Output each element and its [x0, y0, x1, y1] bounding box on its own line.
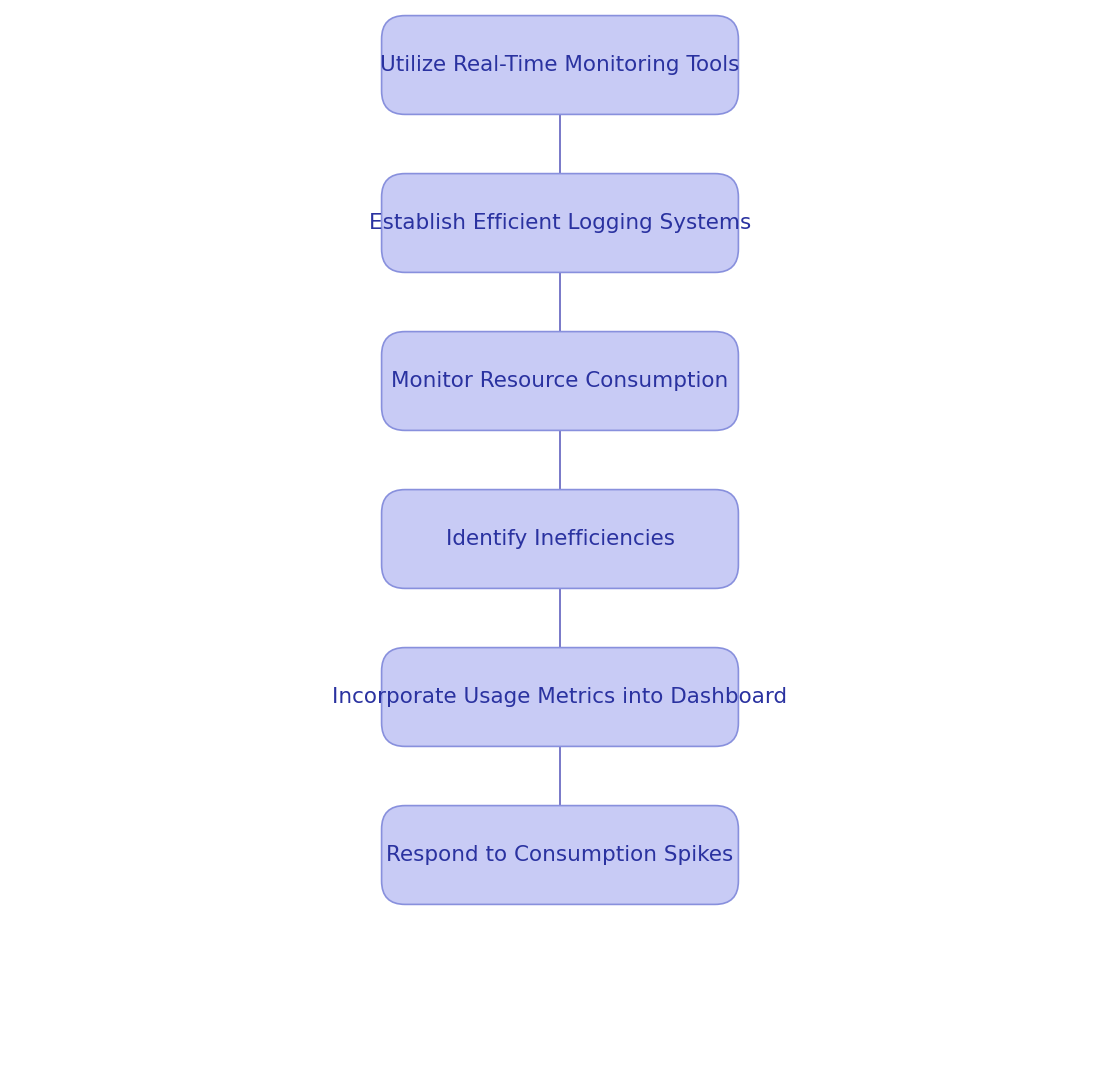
- Text: Identify Inefficiencies: Identify Inefficiencies: [446, 529, 674, 549]
- Text: Monitor Resource Consumption: Monitor Resource Consumption: [391, 371, 729, 391]
- FancyBboxPatch shape: [382, 173, 738, 273]
- FancyBboxPatch shape: [382, 15, 738, 115]
- Text: Respond to Consumption Spikes: Respond to Consumption Spikes: [386, 845, 734, 865]
- Text: Establish Efficient Logging Systems: Establish Efficient Logging Systems: [368, 213, 752, 233]
- FancyBboxPatch shape: [382, 490, 738, 588]
- Text: Utilize Real-Time Monitoring Tools: Utilize Real-Time Monitoring Tools: [381, 55, 739, 75]
- FancyBboxPatch shape: [382, 331, 738, 430]
- FancyBboxPatch shape: [382, 648, 738, 746]
- Text: Incorporate Usage Metrics into Dashboard: Incorporate Usage Metrics into Dashboard: [333, 687, 787, 707]
- FancyBboxPatch shape: [382, 806, 738, 904]
